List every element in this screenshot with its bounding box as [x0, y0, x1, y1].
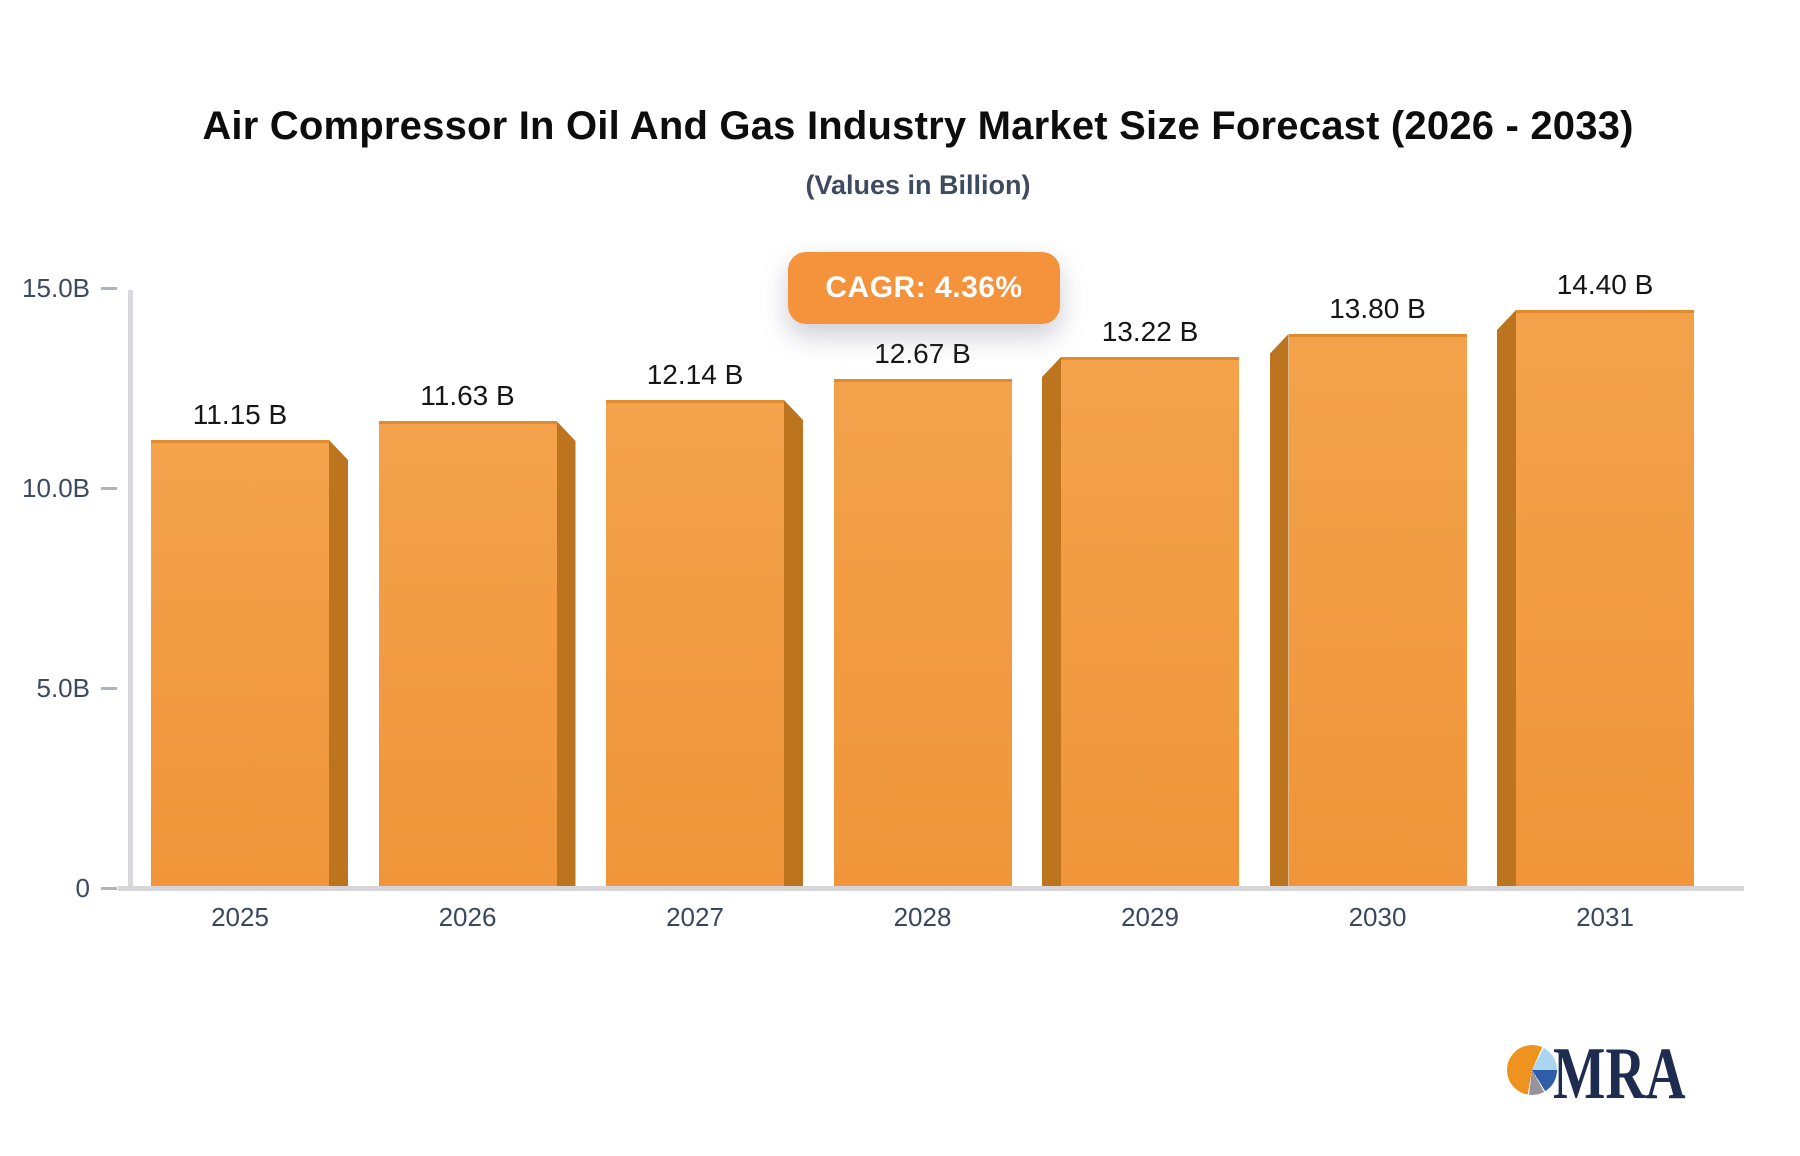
bar-body	[1288, 334, 1467, 886]
logo-text: MRA	[1553, 1033, 1686, 1115]
bar-body	[833, 379, 1012, 886]
bar-value-label: 12.14 B	[646, 359, 744, 390]
bar	[833, 379, 1012, 886]
x-axis-baseline	[118, 886, 1744, 891]
cagr-badge-label: CAGR: 4.36%	[825, 271, 1023, 304]
bar-body	[151, 440, 329, 886]
bar-value-label: 13.22 B	[1101, 316, 1199, 347]
y-axis-tick	[101, 687, 117, 690]
y-axis-tick-label: 5.0B	[36, 673, 91, 703]
pie-chart-logo-icon	[1507, 1045, 1557, 1095]
cagr-badge: CAGR: 4.36%	[788, 252, 1060, 324]
bar	[1497, 310, 1694, 886]
chart-subtitle: (Values in Billion)	[805, 170, 1031, 200]
bar-value-label: 11.63 B	[420, 380, 515, 411]
x-axis-label: 2028	[893, 902, 952, 932]
bar-body	[606, 400, 784, 886]
y-axis-line	[128, 290, 133, 886]
x-axis-label: 2029	[1121, 902, 1179, 932]
y-axis-tick	[101, 887, 117, 890]
bar-value-label: 12.67 B	[874, 338, 971, 369]
bar	[606, 400, 803, 886]
y-axis-tick	[101, 287, 117, 290]
y-axis-tick	[101, 487, 117, 490]
bar	[151, 440, 348, 886]
x-axis-label: 2026	[438, 902, 497, 932]
x-axis-label: 2031	[1576, 902, 1634, 932]
bar-side-bevel	[1042, 357, 1061, 886]
bar-side-bevel	[1269, 334, 1289, 886]
bar-side-bevel	[556, 421, 576, 886]
bar-value-label: 13.80 B	[1329, 293, 1426, 324]
chart-title: Air Compressor In Oil And Gas Industry M…	[202, 104, 1634, 148]
bar	[1269, 334, 1467, 886]
bar-value-label: 14.40 B	[1556, 269, 1654, 300]
bar	[378, 421, 576, 886]
x-axis-label: 2030	[1348, 902, 1407, 932]
y-axis-tick-label: 10.0B	[22, 473, 90, 503]
bar-side-bevel	[329, 440, 348, 886]
bar	[1042, 357, 1239, 886]
bar-side-bevel	[784, 400, 803, 886]
bar-body	[378, 421, 557, 886]
y-axis-tick-label: 0	[75, 873, 90, 903]
bar-body	[1061, 357, 1239, 886]
x-axis-label: 2025	[211, 902, 269, 932]
x-axis-label: 2027	[666, 902, 724, 932]
bar-body	[1516, 310, 1694, 886]
bar-value-label: 11.15 B	[192, 399, 288, 430]
y-axis-tick-label: 15.0B	[22, 273, 90, 303]
bar-side-bevel	[1497, 310, 1516, 886]
mra-logo: MRA	[1507, 1028, 1747, 1118]
